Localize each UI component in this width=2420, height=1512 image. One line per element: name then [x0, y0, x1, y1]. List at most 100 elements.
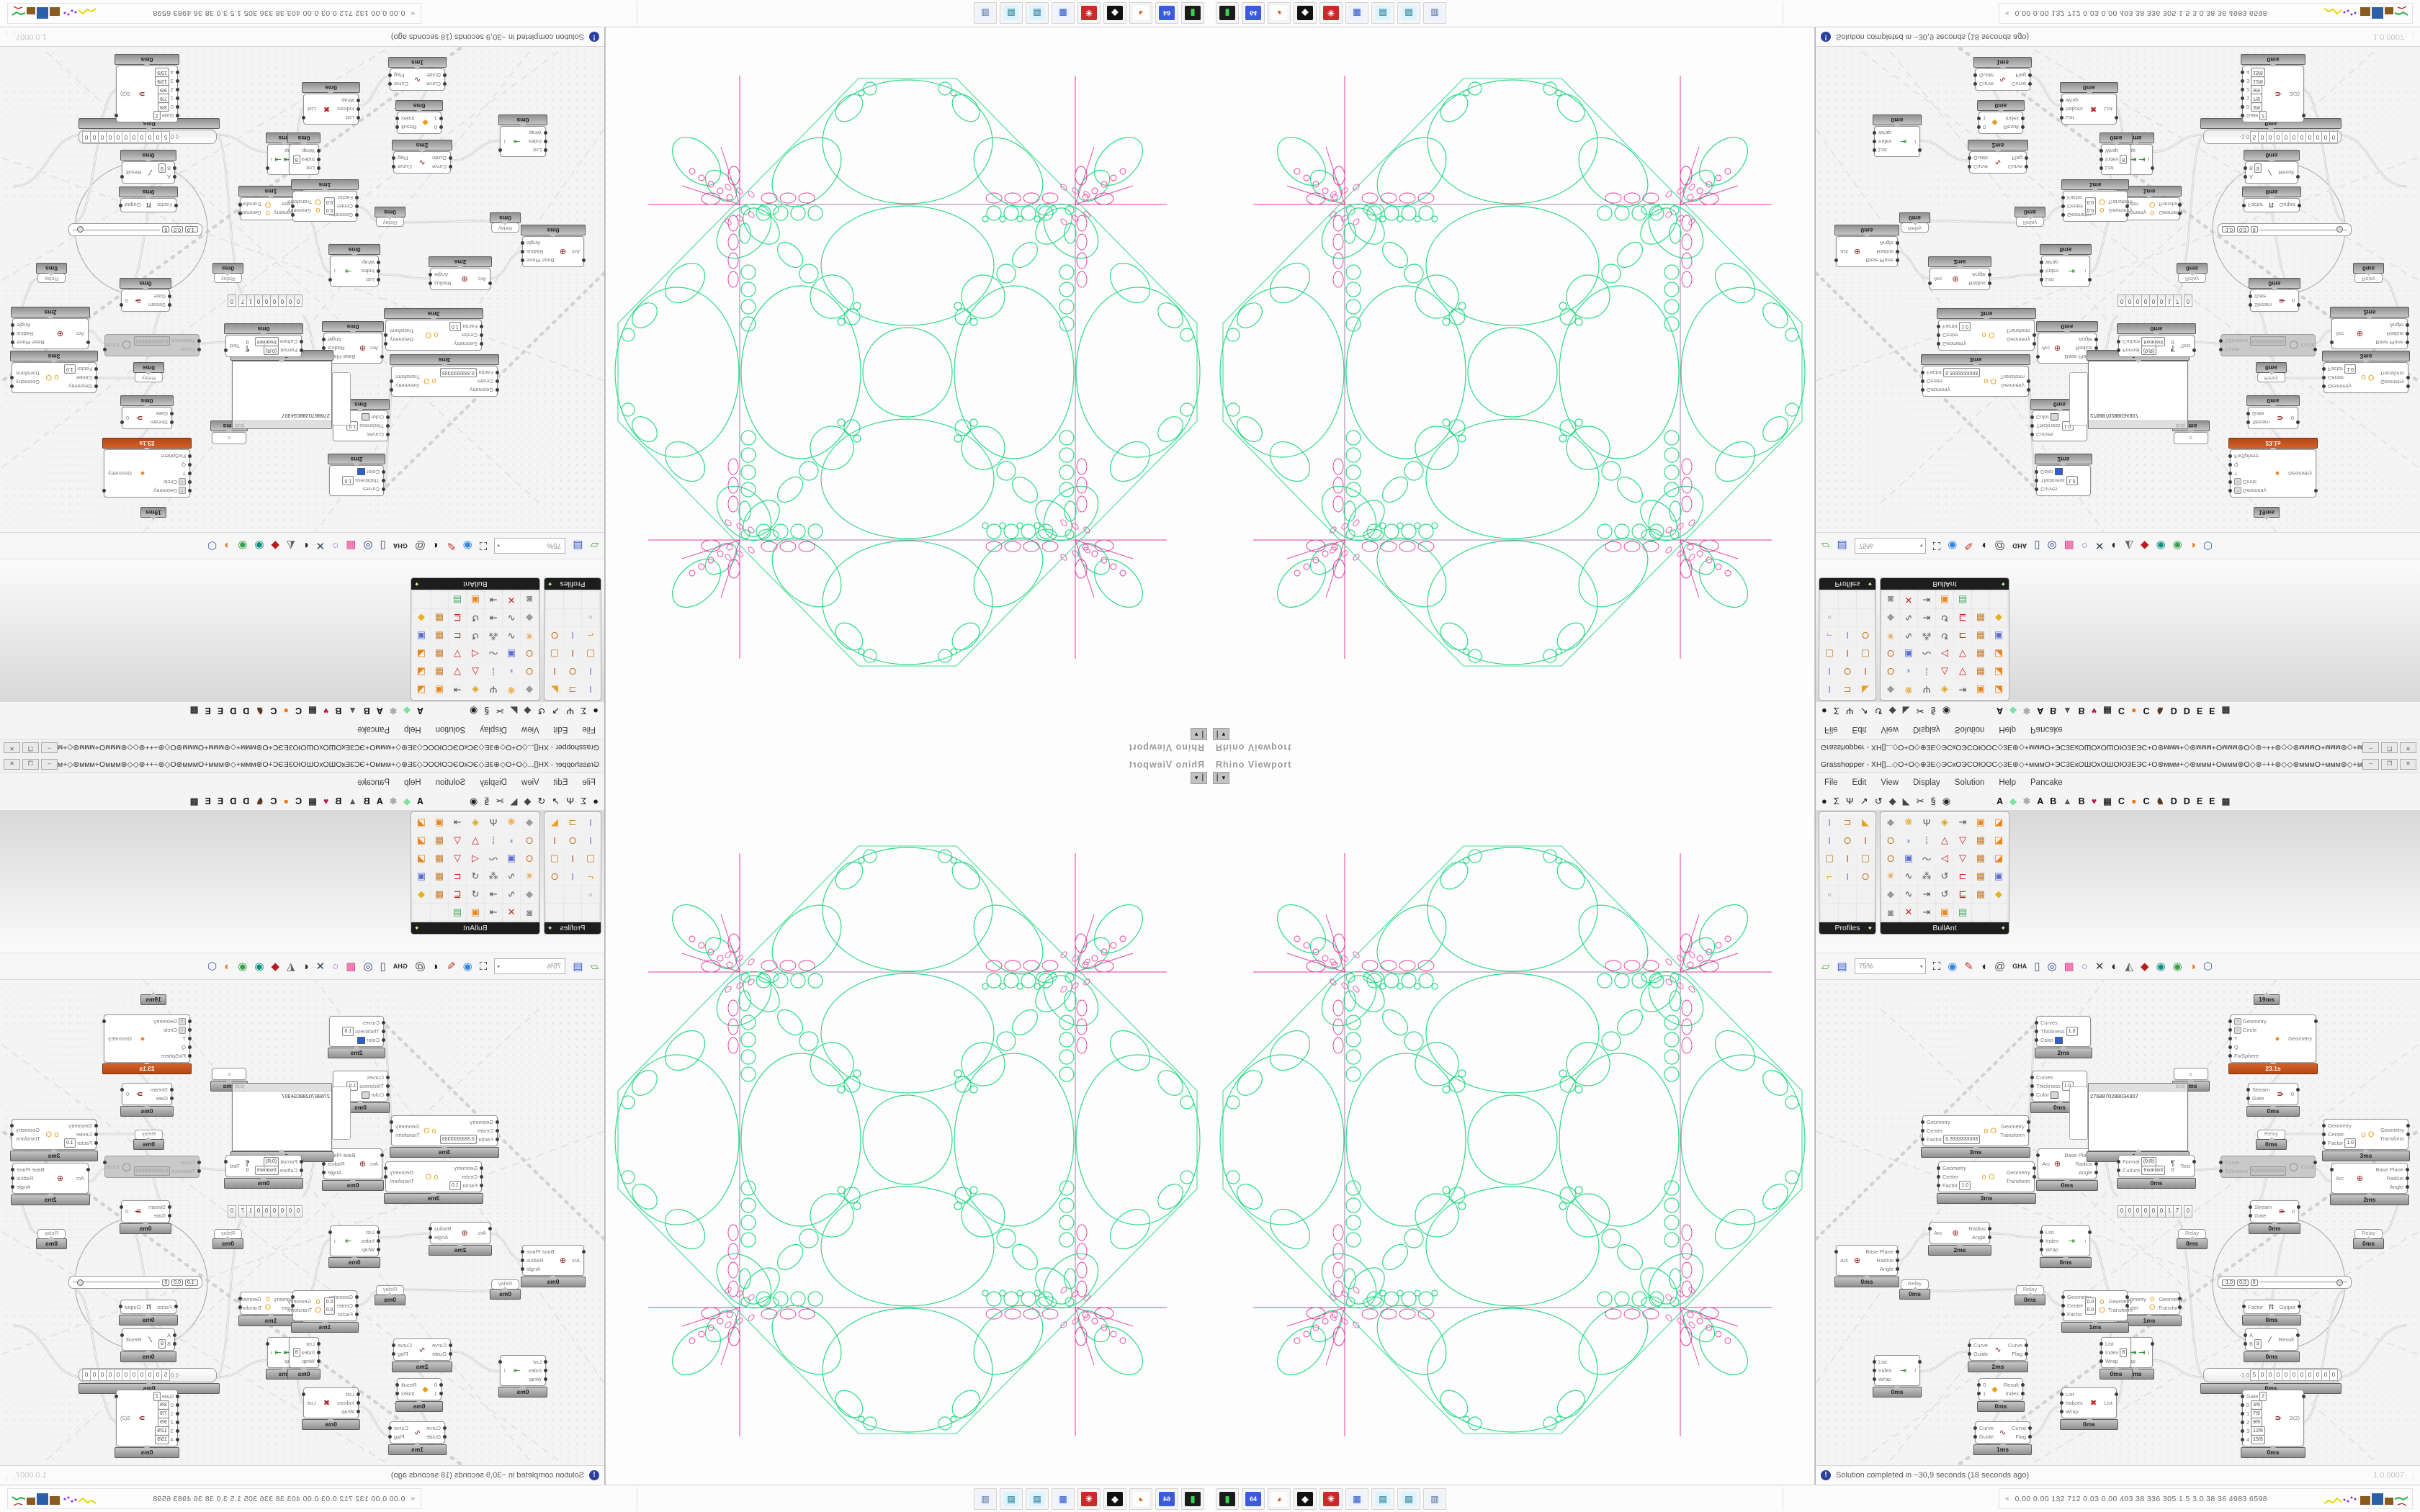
system-stats-widget[interactable]: « 0.00 0.00 132 712 0.03 0.00 403 38 336… — [1999, 1488, 2413, 1509]
sketch-icon[interactable]: ◖ — [433, 539, 440, 552]
gh-component[interactable]: List Indices Wrap ✖ List — [2060, 1387, 2118, 1418]
notepad2-icon[interactable]: ▤ — [1000, 2, 1023, 24]
tab-params[interactable]: ● — [593, 796, 599, 806]
gh-component[interactable]: Geometry Center 0.0 0.0 Factor ο Ο Geometry Tr… — [2061, 1290, 2133, 1321]
sketch-icon[interactable]: ◖ — [1980, 539, 1987, 552]
plugin-tab-9[interactable]: C — [2118, 796, 2125, 806]
gh-component[interactable]: Format {0;R} Culture Invariant ¶ 0 Text — [224, 335, 303, 357]
floppy64-icon[interactable]: 64 — [1155, 2, 1178, 24]
plugin-tab-5[interactable]: ▲ — [2063, 796, 2072, 806]
plugin-tab-16[interactable]: E — [2209, 706, 2215, 716]
component-icon[interactable]: ⊐ — [1839, 681, 1856, 698]
component-icon[interactable]: ⁞ — [1918, 832, 1935, 849]
window-button[interactable]: ❐ — [2381, 759, 2398, 770]
component-icon[interactable]: ▣ — [1900, 850, 1917, 867]
gh-slider[interactable]: -1.0 0.0 0 — [68, 223, 202, 236]
menu-item-solution[interactable]: Solution — [435, 778, 466, 787]
component-icon[interactable]: ▣ — [467, 591, 484, 608]
gh-component[interactable]: Curve Guide ∿ Curve Flag — [1973, 1421, 2032, 1444]
tab-surface[interactable]: ◆ — [524, 795, 532, 806]
plugin-tab-6[interactable]: B — [335, 706, 342, 716]
gha-icon[interactable]: GHA — [2012, 542, 2027, 550]
gh-component[interactable]: A B 9 ⁄ Result — [2244, 161, 2300, 184]
plugin-tab-16[interactable]: E — [2209, 796, 2215, 806]
component-icon[interactable]: I — [1857, 663, 1874, 680]
plugin-tab-4[interactable]: B — [2050, 796, 2057, 806]
gh-panel-node[interactable]: (0;0) 2768870288034307 — [2088, 361, 2188, 429]
gh-component[interactable]: Geometry Center Factor 1.0 ο Ο Geometry Transf… — [1937, 1161, 2036, 1192]
gh-component[interactable]: ↑ Geometry ↓ Circle T Q FixSphere ● Geometry — [102, 449, 192, 498]
balloon-icon[interactable]: ○ — [332, 539, 339, 552]
component-icon[interactable]: ▤ — [1954, 904, 1971, 921]
component-icon[interactable]: ⇥ — [1918, 886, 1935, 903]
component-icon[interactable]: ◆ — [1882, 886, 1899, 903]
component-icon[interactable]: ⁂ — [1918, 627, 1935, 644]
component-icon[interactable]: ⊏ — [1954, 627, 1971, 644]
component-icon[interactable]: ▦ — [1972, 627, 1989, 644]
component-icon[interactable]: ▢ — [582, 850, 599, 867]
tab-display[interactable]: ◉ — [1942, 706, 1951, 717]
device-icon[interactable]: ▮ — [1216, 2, 1239, 24]
gh-slider-box[interactable] — [2069, 372, 2088, 426]
tab-display[interactable]: ◉ — [469, 706, 478, 717]
menu-item-help[interactable]: Help — [403, 778, 421, 787]
component-icon[interactable]: ⊐ — [1839, 814, 1856, 831]
gh-component[interactable]: Factor π Output — [119, 198, 178, 212]
gh-component[interactable]: Arc ⊕ Base Plane Radius Angle — [11, 318, 90, 349]
component-icon[interactable]: ✳ — [1882, 627, 1899, 644]
finder-icon[interactable]: ◎ — [363, 539, 373, 552]
drop-icon[interactable]: ◆ — [2141, 960, 2149, 973]
plugin-tab-0[interactable]: A — [416, 706, 424, 716]
grasshopper-canvas[interactable]: Curves Thickness 1.0 Color 2ms Curves Thicknes… — [1816, 47, 2420, 532]
links-icon[interactable]: ✕ — [2094, 960, 2105, 973]
plugin-tab-11[interactable]: C — [270, 796, 277, 806]
floppy64-icon[interactable]: 64 — [1155, 1488, 1178, 1510]
window-button[interactable]: ❐ — [2381, 742, 2398, 753]
component-icon[interactable]: 〜 — [1918, 850, 1935, 867]
component-icon[interactable]: ▦ — [431, 886, 448, 903]
grasshopper-canvas[interactable]: Curves Thickness 1.0 Color 2ms Curves Thicknes… — [1816, 980, 2420, 1465]
component-icon[interactable]: ▣ — [1936, 904, 1953, 921]
component-icon[interactable]: ◆ — [521, 681, 538, 698]
component-icon[interactable]: ◪ — [413, 663, 430, 680]
at-icon[interactable]: @ — [1994, 960, 2006, 973]
gh-component[interactable]: ↑ Geometry ↓ Circle T Q FixSphere ● Geometry — [2228, 449, 2318, 498]
component-icon[interactable]: ◪ — [413, 681, 430, 698]
gh-component[interactable]: Geometry Center 0.0 0.0 Factor ο Ο Geometry Tr… — [2061, 191, 2133, 222]
component-icon[interactable]: ⊏ — [449, 627, 466, 644]
component-icon[interactable]: ◆ — [521, 609, 538, 626]
menu-item-pancake[interactable]: Pancake — [2030, 778, 2063, 787]
component-icon[interactable]: ◪ — [413, 832, 430, 849]
component-icon[interactable]: ▢ — [1857, 850, 1874, 867]
menu-item-file[interactable]: File — [1824, 778, 1838, 787]
package-icon[interactable]: ▩ — [2063, 960, 2074, 973]
component-icon[interactable]: ∿ — [1900, 627, 1917, 644]
gh-component[interactable]: Curve Guide ∿ Curve Flag — [392, 151, 452, 174]
pin-teal-icon[interactable]: ◉ — [254, 960, 264, 973]
gh-component[interactable]: Geometry Center Factor 1.0 ο Ο Geometry Transf… — [384, 1161, 483, 1192]
window-button[interactable]: ✕ — [4, 742, 20, 753]
component-icon[interactable]: ⇥ — [485, 904, 502, 921]
plugin-tab-9[interactable]: C — [295, 706, 302, 716]
gh-component[interactable]: Curve Guide ∿ Curve Flag — [1968, 1338, 2028, 1361]
calculator-icon[interactable]: ▦ — [1345, 2, 1368, 24]
links-icon[interactable]: ✕ — [2094, 539, 2105, 552]
component-icon[interactable]: ▣ — [1972, 814, 1989, 831]
plugin-tab-16[interactable]: E — [205, 796, 211, 806]
plugin-tab-13[interactable]: D — [243, 796, 250, 806]
red-emblem-icon[interactable]: ✳ — [1077, 2, 1101, 24]
component-icon[interactable]: ⊏ — [1954, 868, 1971, 885]
fractal-viewport-canvas[interactable] — [605, 785, 1210, 1485]
calculator-icon[interactable]: ▦ — [1345, 1488, 1368, 1510]
plugin-tab-15[interactable]: E — [2196, 706, 2203, 716]
component-icon[interactable]: 〜 — [1918, 645, 1935, 662]
panel-label[interactable]: Profiles ✦ — [1819, 922, 1876, 934]
gh-component[interactable]: Geometry Center 0.0 0.0 Factor ο Ο Geometry Tr… — [287, 1290, 359, 1321]
device-icon[interactable]: ▮ — [1216, 1488, 1239, 1510]
component-icon[interactable]: ◣ — [546, 681, 563, 698]
component-icon[interactable]: O — [1882, 850, 1899, 867]
viewport-collapse-button[interactable]: ▏▾ — [1213, 728, 1229, 740]
pin-green-icon[interactable]: ◉ — [238, 960, 248, 973]
grasshopper-titlebar[interactable]: Grasshopper - XH[]...◇O+O◇⊕3E◇ЭCкOЭCOЮOC… — [0, 756, 604, 773]
